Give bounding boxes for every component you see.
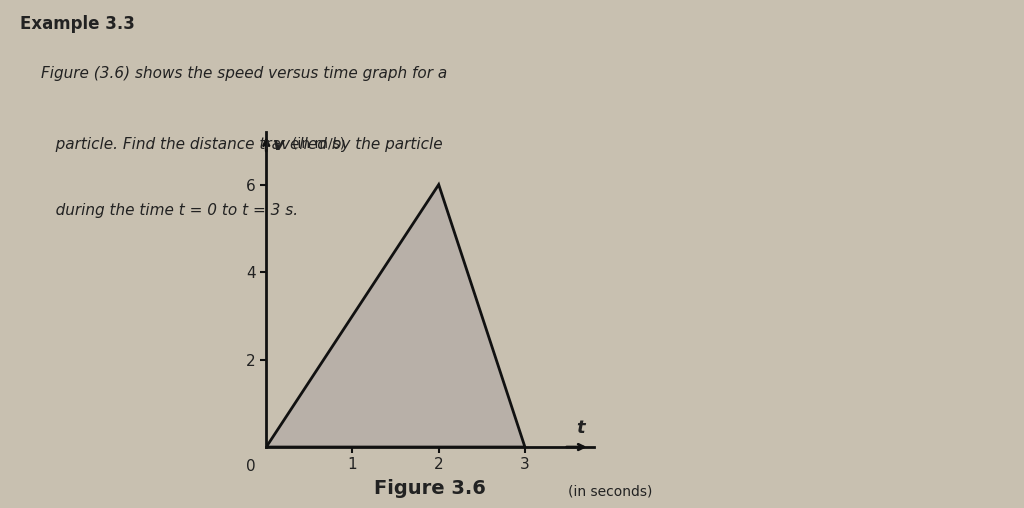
Text: (in seconds): (in seconds) [568, 484, 652, 498]
Text: during the time t = 0 to t = 3 s.: during the time t = 0 to t = 3 s. [41, 203, 298, 218]
Text: Figure 3.6: Figure 3.6 [374, 479, 486, 498]
Text: v: v [273, 137, 285, 154]
Text: (in m/s): (in m/s) [292, 137, 345, 150]
Polygon shape [266, 184, 525, 447]
Text: t: t [577, 420, 586, 437]
Text: Figure (3.6) shows the speed versus time graph for a: Figure (3.6) shows the speed versus time… [41, 66, 447, 81]
Text: Example 3.3: Example 3.3 [20, 15, 135, 33]
Text: particle. Find the distance travelled by the particle: particle. Find the distance travelled by… [41, 137, 442, 152]
Text: 0: 0 [246, 459, 256, 474]
